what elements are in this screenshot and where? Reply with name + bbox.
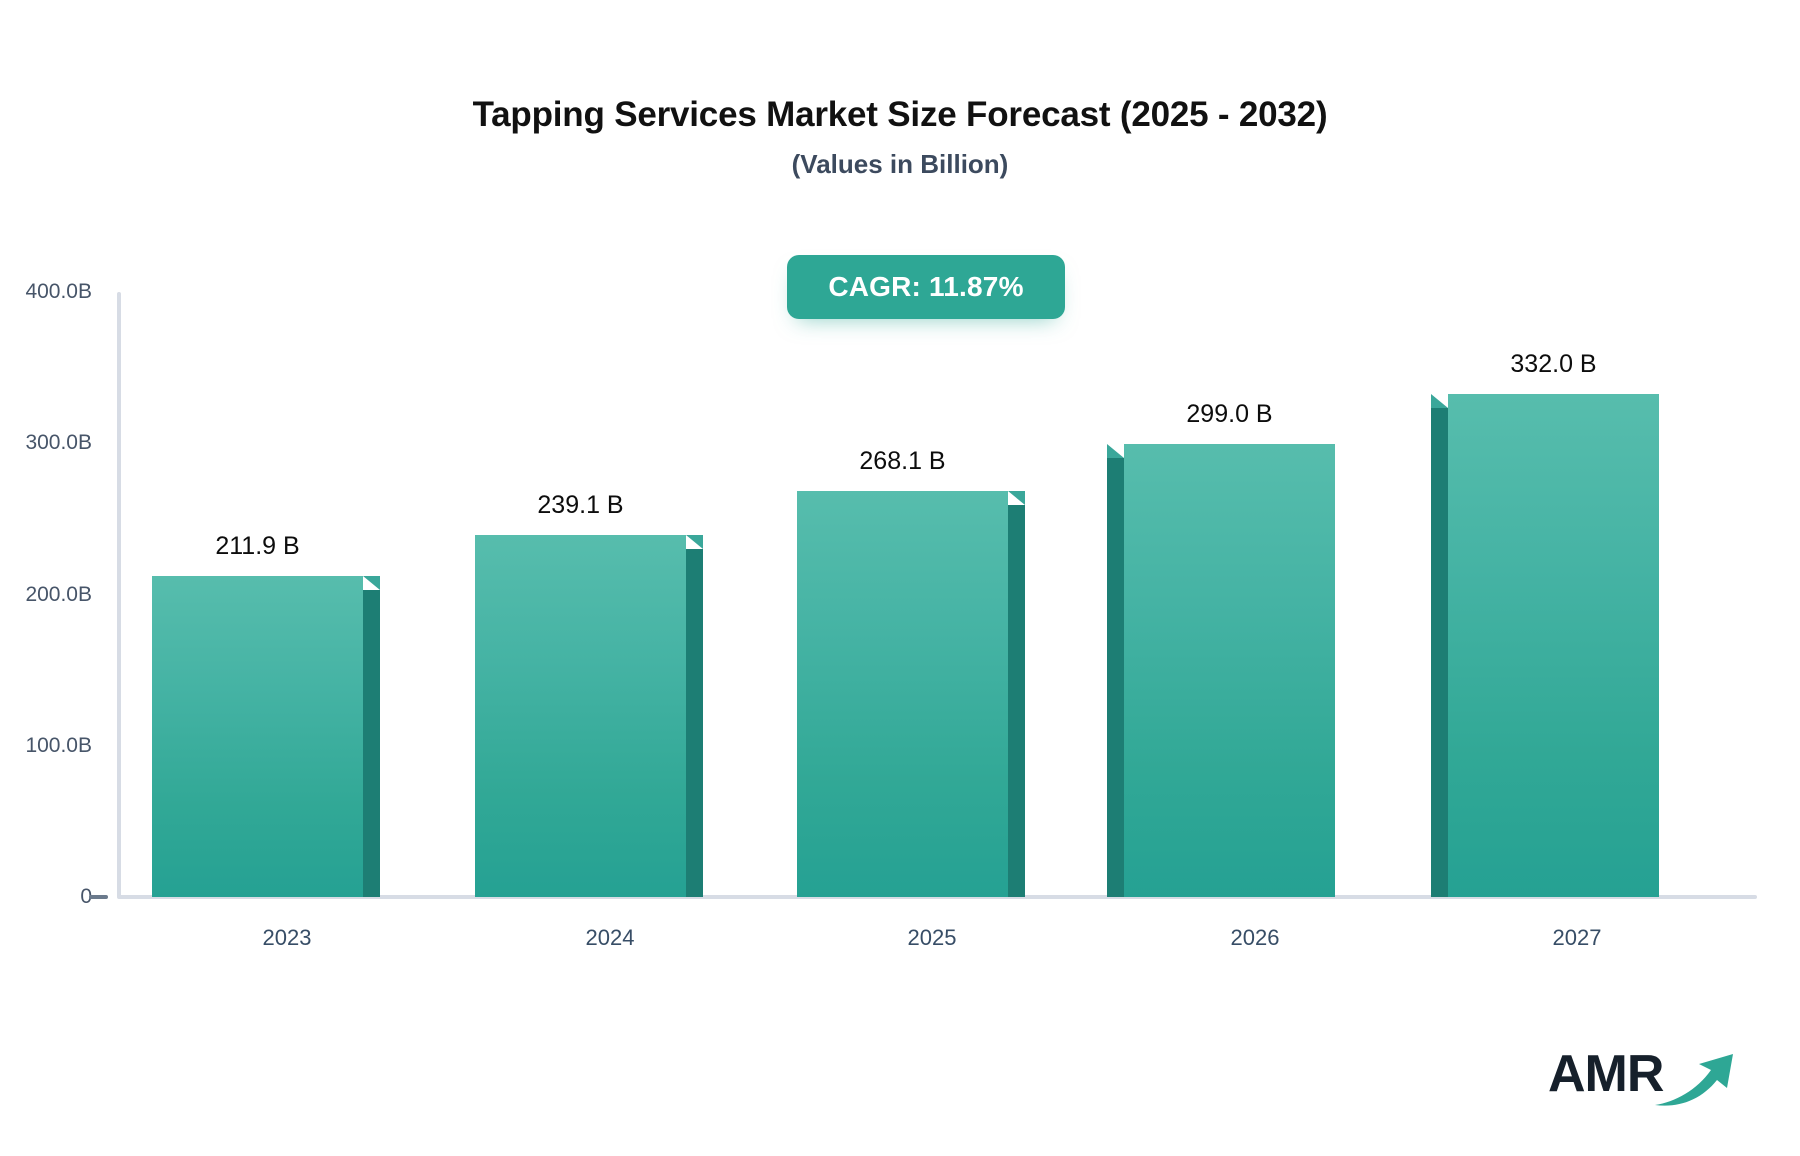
bar-2023[interactable]: 211.9 B <box>152 532 380 897</box>
x-axis-line <box>117 895 1757 899</box>
y-axis-line <box>117 292 121 898</box>
bar-side-face-2024 <box>686 549 703 897</box>
bar-bevel-2023 <box>363 576 380 590</box>
x-tick-label-2026: 2026 <box>1230 925 1280 950</box>
bar-2024[interactable]: 239.1 B <box>475 491 703 897</box>
bar-front-face-2023 <box>152 576 363 897</box>
y-tick-label-100: 100.0B <box>25 734 92 757</box>
bar-value-label-2023: 211.9 B <box>215 532 300 560</box>
amr-logo: AMR <box>1548 1048 1738 1118</box>
bar-side-face-2023 <box>363 590 380 897</box>
bar-side-face-2026 <box>1107 458 1124 897</box>
bar-value-label-2024: 239.1 B <box>537 491 624 519</box>
bar-bevel-2025 <box>1008 491 1025 505</box>
y-tick-label-300: 300.0B <box>25 431 92 454</box>
trend-arrow-up-right-icon <box>1655 1054 1733 1106</box>
chart-subtitle: (Values in Billion) <box>791 148 1009 179</box>
y-axis-zero-tick <box>89 895 108 899</box>
x-tick-label-2024: 2024 <box>585 925 635 950</box>
bar-side-face-2027 <box>1431 408 1448 897</box>
chart-title: Tapping Services Market Size Forecast (2… <box>472 95 1328 134</box>
bar-bevel-2026 <box>1107 444 1124 458</box>
x-tick-label-2023: 2023 <box>262 925 312 950</box>
x-tick-label-2025: 2025 <box>907 925 957 950</box>
bar-front-face-2025 <box>797 491 1008 897</box>
y-tick-label-200: 200.0B <box>25 583 92 606</box>
y-tick-label-0: 0 <box>80 885 92 908</box>
bar-side-face-2025 <box>1008 505 1025 897</box>
bar-bevel-2027 <box>1431 394 1448 408</box>
title-block: Tapping Services Market Size Forecast (2… <box>0 95 1800 180</box>
y-tick-label-400: 400.0B <box>25 280 92 303</box>
cagr-badge: CAGR: 11.87% <box>787 255 1065 319</box>
bar-front-face-2027 <box>1448 394 1659 897</box>
bar-2025[interactable]: 268.1 B <box>797 447 1025 897</box>
bar-front-face-2026 <box>1124 444 1335 897</box>
bar-2027[interactable]: 332.0 B <box>1431 350 1659 897</box>
bar-value-label-2025: 268.1 B <box>859 447 946 475</box>
amr-logo-text: AMR <box>1548 1045 1664 1103</box>
bar-2026[interactable]: 299.0 B <box>1107 400 1335 897</box>
bar-value-label-2026: 299.0 B <box>1186 400 1273 428</box>
bar-front-face-2024 <box>475 535 686 897</box>
x-tick-label-2027: 2027 <box>1552 925 1602 950</box>
bar-bevel-2024 <box>686 535 703 549</box>
cagr-badge-label: CAGR: 11.87% <box>828 271 1024 302</box>
bar-value-label-2027: 332.0 B <box>1510 350 1597 378</box>
